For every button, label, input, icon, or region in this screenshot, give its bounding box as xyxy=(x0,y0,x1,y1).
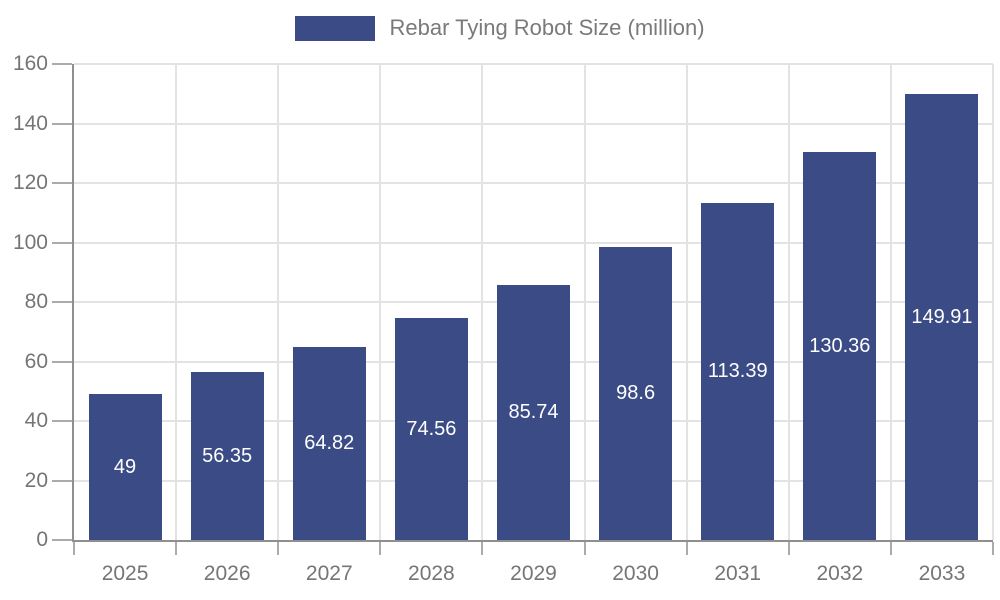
y-tick-label: 0 xyxy=(36,528,48,551)
y-tick-label: 140 xyxy=(12,111,48,135)
gridline-h xyxy=(74,182,993,184)
y-axis-line xyxy=(72,64,74,542)
bar-value-label: 74.56 xyxy=(406,417,457,440)
bar: 64.82 xyxy=(292,347,366,540)
y-tick xyxy=(52,360,72,363)
y-tick xyxy=(52,539,72,541)
x-axis-line xyxy=(72,540,993,542)
y-tick xyxy=(52,122,72,125)
bar: 49 xyxy=(88,394,162,540)
y-tick-label: 160 xyxy=(12,52,48,75)
y-tick-label: 20 xyxy=(24,468,48,492)
legend-label: Rebar Tying Robot Size (million) xyxy=(389,15,705,40)
x-tick xyxy=(685,542,688,555)
gridline-h xyxy=(74,241,993,244)
y-tick xyxy=(52,182,72,184)
bar: 113.39 xyxy=(701,202,775,540)
gridline-h xyxy=(74,63,993,65)
y-tick-label: 40 xyxy=(24,409,48,432)
x-tick xyxy=(992,542,994,555)
x-tick xyxy=(583,542,586,555)
gridline-v xyxy=(583,64,586,540)
gridline-v xyxy=(175,64,178,540)
x-tick xyxy=(379,542,382,555)
gridline-v xyxy=(481,64,484,540)
gridline-v xyxy=(787,64,790,540)
gridline-v xyxy=(379,64,382,540)
bar: 149.91 xyxy=(905,94,979,540)
y-tick xyxy=(52,63,72,65)
x-tick xyxy=(73,542,75,555)
gridline-v xyxy=(685,64,688,540)
bar-value-label: 113.39 xyxy=(707,359,768,382)
y-tick xyxy=(52,241,72,244)
x-tick-label: 2027 xyxy=(305,562,353,585)
bar-value-label: 130.36 xyxy=(809,334,871,357)
y-tick xyxy=(52,420,72,422)
gridline-v xyxy=(992,64,994,540)
bar: 130.36 xyxy=(803,152,877,540)
bar-value-label: 49 xyxy=(113,455,137,478)
bar-value-label: 56.35 xyxy=(202,444,253,467)
y-tick-label: 120 xyxy=(12,171,48,194)
legend-swatch xyxy=(295,15,376,41)
bar: 98.6 xyxy=(599,246,673,540)
x-tick xyxy=(277,542,280,555)
y-tick-label: 80 xyxy=(24,290,48,313)
y-tick-label: 100 xyxy=(12,230,48,254)
bar: 56.35 xyxy=(190,372,264,540)
x-tick-label: 2029 xyxy=(510,562,557,585)
x-tick xyxy=(481,542,484,555)
bar: 74.56 xyxy=(394,318,468,540)
x-tick-label: 2031 xyxy=(714,562,762,585)
x-tick xyxy=(175,542,178,555)
x-tick-label: 2030 xyxy=(612,562,659,585)
bar-value-label: 85.74 xyxy=(508,400,559,423)
x-tick-label: 2026 xyxy=(203,562,251,585)
bar-value-label: 98.6 xyxy=(616,381,656,404)
bar: 85.74 xyxy=(497,284,570,540)
legend: Rebar Tying Robot Size (million) xyxy=(0,15,1000,41)
x-tick-label: 2033 xyxy=(918,562,966,585)
gridline-v xyxy=(277,64,280,540)
bar-value-label: 149.91 xyxy=(911,305,973,328)
x-tick-label: 2028 xyxy=(408,562,455,585)
y-tick xyxy=(52,301,72,303)
gridline-v xyxy=(889,64,892,540)
y-tick-label: 60 xyxy=(24,349,48,373)
bar-value-label: 64.82 xyxy=(304,432,355,455)
x-tick xyxy=(889,542,892,555)
gridline-h xyxy=(74,122,993,125)
x-tick-label: 2032 xyxy=(816,562,864,585)
x-tick xyxy=(787,542,790,555)
y-tick xyxy=(52,479,72,482)
x-tick-label: 2025 xyxy=(101,562,149,585)
